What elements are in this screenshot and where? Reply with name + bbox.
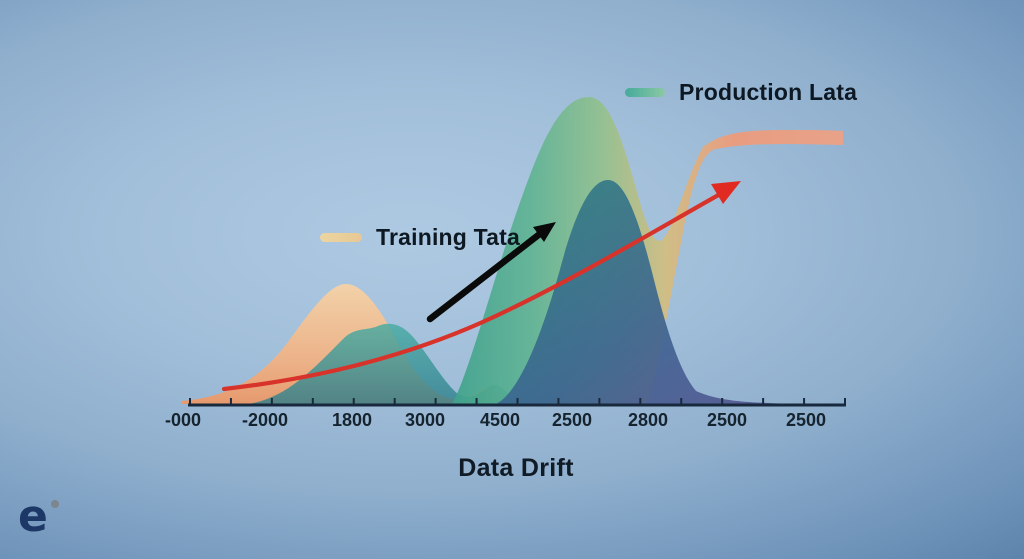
x-axis-tick-label: 4500 bbox=[479, 410, 521, 430]
legend-production: Production Lata bbox=[625, 79, 857, 106]
drift-direction-arrowhead bbox=[533, 222, 556, 242]
x-axis-labels: -000 -2000 1800 3000 4500 2500 2800 2500 2500 bbox=[0, 410, 1024, 436]
training-overlap-area bbox=[248, 323, 516, 404]
training-legend-label: Training Tata bbox=[376, 224, 521, 250]
production-legend-label: Production Lata bbox=[679, 79, 858, 105]
drift-trend-arrowhead bbox=[711, 181, 741, 204]
x-axis-tick-label: 2500 bbox=[785, 410, 827, 430]
x-axis-tick-label: 2500 bbox=[551, 410, 593, 430]
chart-title: Data Drift bbox=[458, 454, 574, 482]
x-axis-tick-label: -000 bbox=[164, 410, 202, 430]
logo-e-glyph: e bbox=[18, 491, 48, 542]
drift-direction-arrow-line bbox=[426, 229, 545, 323]
x-axis-tick-label: 2800 bbox=[627, 410, 669, 430]
production-swatch bbox=[625, 88, 665, 97]
x-axis-ticks bbox=[189, 398, 846, 405]
x-axis-tick-label: 3000 bbox=[404, 410, 446, 430]
x-axis-tick-label: 1800 bbox=[331, 410, 373, 430]
logo-dot-icon bbox=[51, 500, 59, 508]
drift-trend-arrow-line bbox=[221, 190, 725, 392]
x-axis-tick-label: 2500 bbox=[706, 410, 748, 430]
brand-logo: e bbox=[18, 491, 64, 542]
production-inner-area bbox=[496, 180, 830, 404]
legend-training: Training Tata bbox=[320, 224, 520, 251]
x-axis-tick-label: -2000 bbox=[241, 410, 289, 430]
training-swatch bbox=[320, 233, 362, 242]
